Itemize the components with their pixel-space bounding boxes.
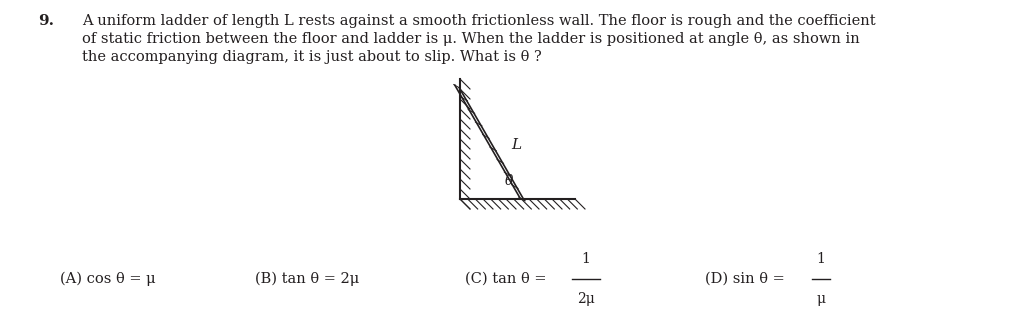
Text: 1: 1 [582, 252, 591, 266]
Text: 2μ: 2μ [578, 292, 595, 306]
Text: μ: μ [816, 292, 825, 306]
Text: of static friction between the floor and ladder is μ. When the ladder is positio: of static friction between the floor and… [82, 32, 860, 46]
Text: (C) tan θ =: (C) tan θ = [465, 272, 551, 286]
Text: A uniform ladder of length L rests against a smooth frictionless wall. The floor: A uniform ladder of length L rests again… [82, 14, 876, 28]
Text: θ: θ [505, 174, 513, 188]
Text: (D) sin θ =: (D) sin θ = [705, 272, 790, 286]
Text: (A) cos θ = μ: (A) cos θ = μ [60, 272, 156, 286]
Text: 1: 1 [816, 252, 825, 266]
Text: 9.: 9. [38, 14, 54, 28]
Text: the accompanying diagram, it is just about to slip. What is θ ?: the accompanying diagram, it is just abo… [82, 50, 542, 64]
Text: (B) tan θ = 2μ: (B) tan θ = 2μ [255, 272, 359, 286]
Text: L: L [512, 138, 521, 152]
